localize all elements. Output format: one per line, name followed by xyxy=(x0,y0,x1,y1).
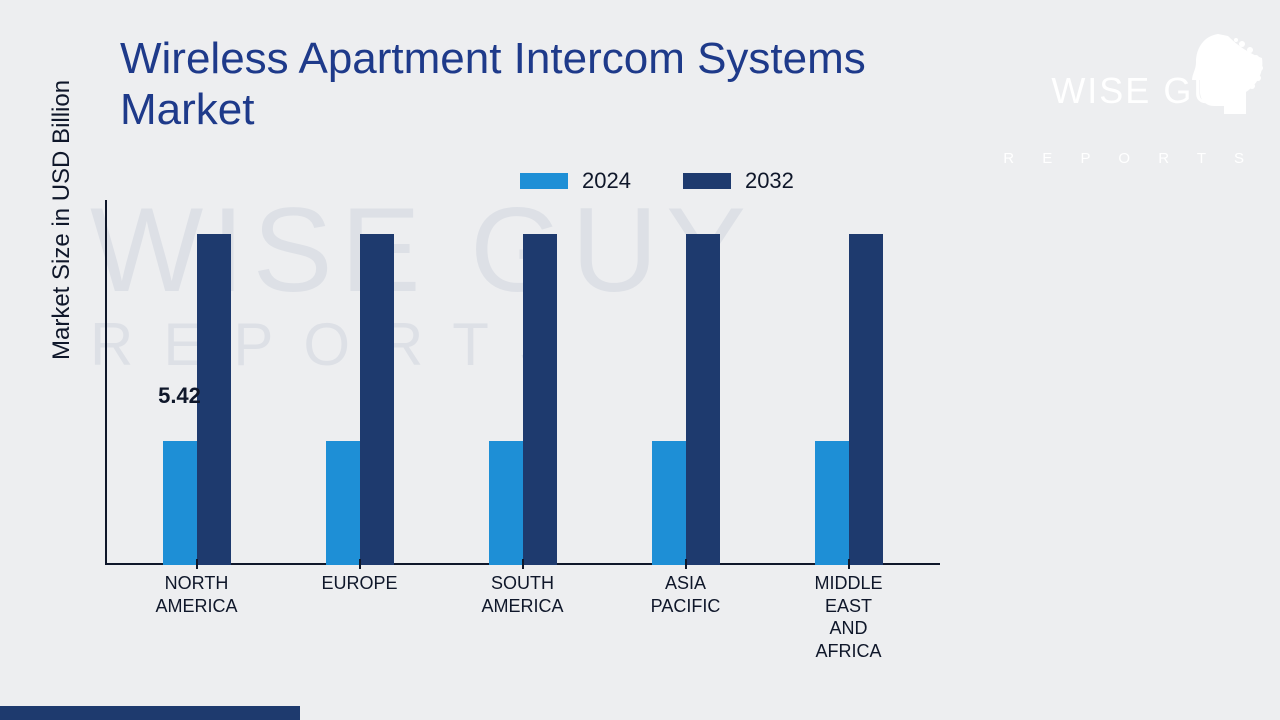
legend-item: 2024 xyxy=(520,168,631,194)
legend-label: 2032 xyxy=(745,168,794,194)
bar-group xyxy=(767,200,930,565)
x-tick xyxy=(196,559,198,569)
legend-swatch xyxy=(520,173,568,189)
bar xyxy=(163,441,197,565)
bar-groups: 5.42 xyxy=(105,200,940,565)
plot-area: 5.42 xyxy=(105,200,940,565)
x-axis-label: NORTHAMERICA xyxy=(115,572,278,662)
chart-title: Wireless Apartment Intercom Systems Mark… xyxy=(120,34,900,135)
x-tick xyxy=(522,559,524,569)
bar-group xyxy=(604,200,767,565)
bar-group xyxy=(278,200,441,565)
x-axis-label: SOUTHAMERICA xyxy=(441,572,604,662)
legend-label: 2024 xyxy=(582,168,631,194)
bar xyxy=(523,234,557,565)
x-tick xyxy=(359,559,361,569)
bar xyxy=(686,234,720,565)
bar xyxy=(197,234,231,565)
data-label: 5.42 xyxy=(158,383,201,409)
chart-canvas: WISE GUY R E P O R T S WISE GUY REPORTS … xyxy=(0,0,1280,720)
legend-swatch xyxy=(683,173,731,189)
x-tick xyxy=(848,559,850,569)
bar-group xyxy=(441,200,604,565)
y-axis-label: Market Size in USD Billion xyxy=(48,80,76,360)
x-axis-labels: NORTHAMERICAEUROPESOUTHAMERICAASIAPACIFI… xyxy=(105,572,940,662)
bar xyxy=(326,441,360,565)
x-axis-label: ASIAPACIFIC xyxy=(604,572,767,662)
bar xyxy=(360,234,394,565)
bar-group: 5.42 xyxy=(115,200,278,565)
brand-head-icon xyxy=(1184,26,1274,116)
bar xyxy=(815,441,849,565)
legend-item: 2032 xyxy=(683,168,794,194)
x-axis-label: MIDDLEEASTANDAFRICA xyxy=(767,572,930,662)
bar xyxy=(652,441,686,565)
x-tick xyxy=(685,559,687,569)
legend: 2024 2032 xyxy=(520,168,794,194)
bar xyxy=(849,234,883,565)
bar xyxy=(489,441,523,565)
x-axis-label: EUROPE xyxy=(278,572,441,662)
bottom-strip xyxy=(0,706,300,720)
brand-name-line2: R E P O R T S xyxy=(1003,150,1256,167)
